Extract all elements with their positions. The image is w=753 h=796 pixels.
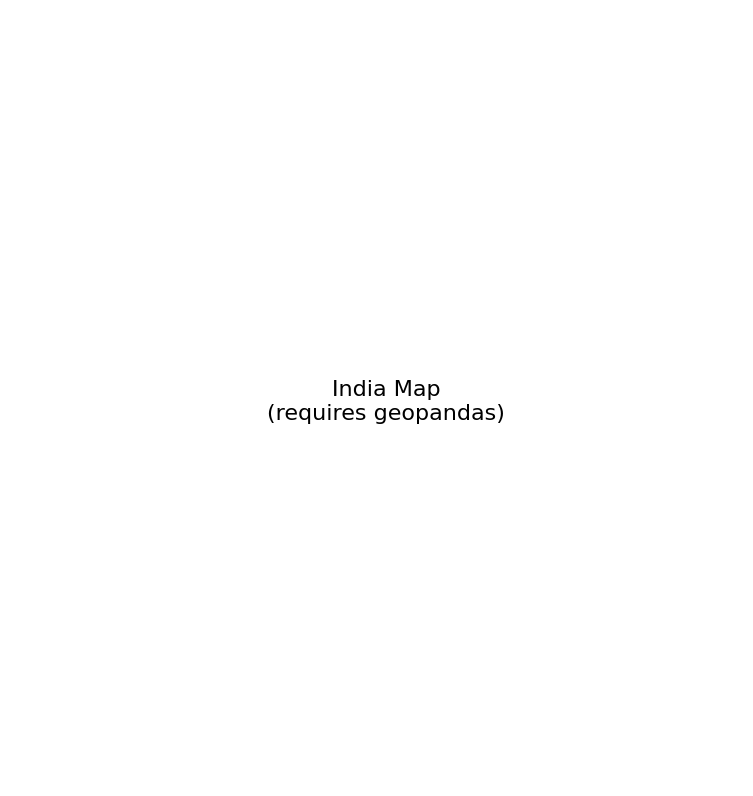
- Text: India Map
(requires geopandas): India Map (requires geopandas): [267, 380, 505, 423]
